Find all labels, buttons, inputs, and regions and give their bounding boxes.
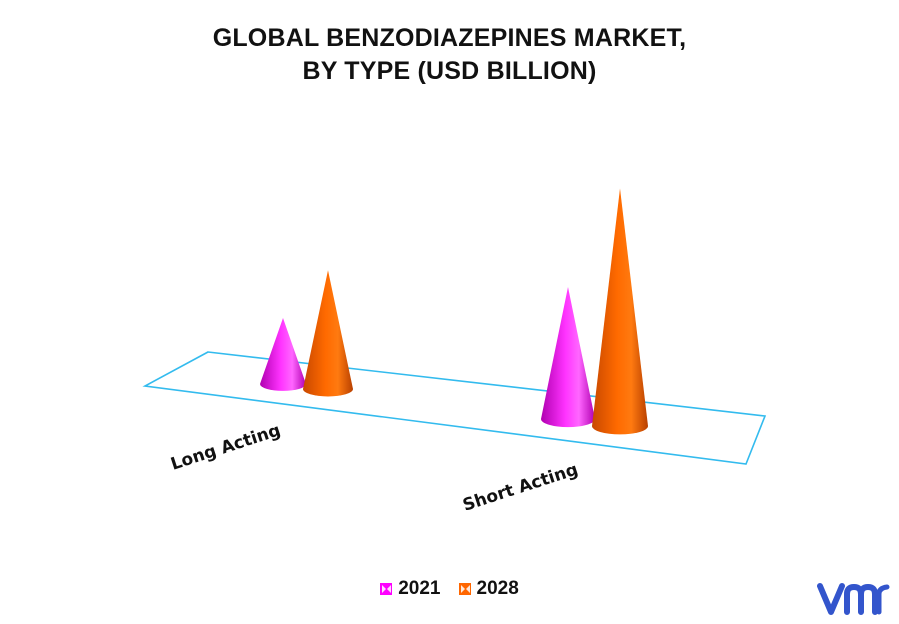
cone-2021-short-acting	[541, 287, 595, 428]
cone-body	[541, 287, 595, 428]
vmr-logo-icon	[817, 583, 890, 615]
cone-2021-long-acting	[260, 318, 306, 391]
cone-body	[303, 270, 353, 397]
legend-swatch-2028	[458, 583, 471, 595]
category-label-long-acting: Long Acting	[168, 420, 283, 474]
cone-2028-long-acting	[303, 270, 353, 397]
legend-label-2021: 2021	[398, 578, 441, 599]
title-line-2: BY TYPE (USD BILLION)	[302, 57, 597, 85]
legend-item-2028: 2028	[458, 578, 519, 600]
cone-2028-short-acting	[592, 188, 648, 435]
chart-legend: 2021 2028	[0, 578, 899, 600]
chart-title: GLOBAL BENZODIAZEPINES MARKET, BY TYPE (…	[0, 22, 899, 88]
legend-swatch-2021	[380, 583, 393, 595]
title-line-1: GLOBAL BENZODIAZEPINES MARKET,	[212, 24, 687, 52]
category-label-short-acting: Short Acting	[460, 460, 580, 516]
cone-body	[260, 318, 306, 391]
legend-item-2021: 2021	[380, 578, 441, 600]
chart-marks	[260, 188, 648, 435]
legend-label-2028: 2028	[476, 578, 519, 599]
cone-body	[592, 188, 648, 435]
